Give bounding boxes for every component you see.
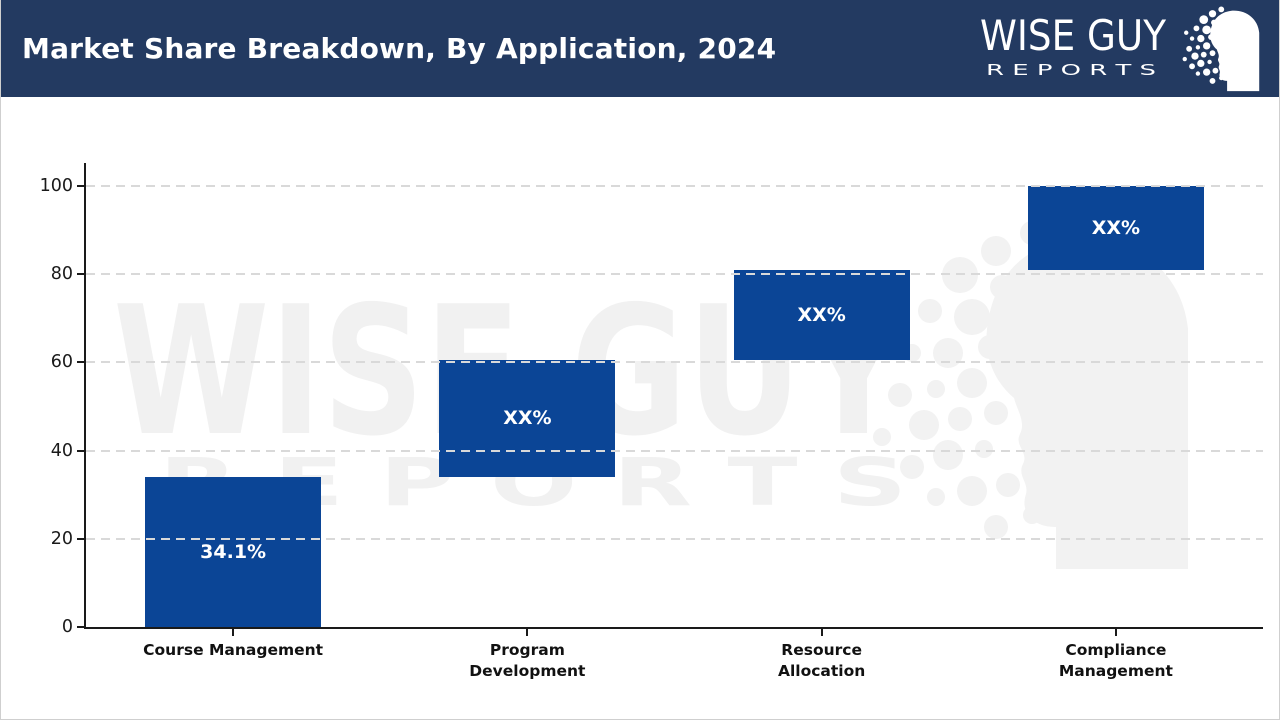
x-tick-course-management <box>232 629 235 636</box>
bar-compliance-management: XX% <box>1027 186 1204 270</box>
x-category-label-line: Compliance <box>1065 641 1167 659</box>
bar-value-resource-allocation: XX% <box>797 303 846 326</box>
y-tick-label-60: 60 <box>50 352 73 373</box>
page-title: Market Share Breakdown, By Application, … <box>22 32 777 65</box>
bar-program-development: XX% <box>439 359 616 477</box>
x-category-label-resource-allocation: Resource Allocation <box>692 640 952 682</box>
logo-head-icon <box>1182 5 1260 91</box>
x-category-label-program-development: Program Development <box>397 640 657 682</box>
x-tick-resource-allocation <box>820 629 823 636</box>
x-tick-program-development <box>526 629 529 636</box>
y-tick-label-80: 80 <box>50 264 73 285</box>
x-category-label-line: Course Management <box>143 641 324 659</box>
gridline-60 <box>86 361 1263 364</box>
y-tick-0 <box>77 626 84 628</box>
y-tick-label-40: 40 <box>50 440 73 461</box>
x-category-label-course-management: Course Management <box>103 640 363 661</box>
bar-value-program-development: XX% <box>503 407 552 430</box>
x-category-label-compliance-management: Compliance Management <box>986 640 1246 682</box>
y-tick-label-0: 0 <box>61 617 73 637</box>
y-tick-20 <box>77 537 84 540</box>
x-axis-line <box>84 627 1263 629</box>
gridline-80 <box>86 273 1263 276</box>
y-tick-60 <box>77 361 84 364</box>
x-category-label-line: Program <box>489 641 565 659</box>
y-tick-label-100: 100 <box>39 176 73 196</box>
x-category-label-line: Development <box>469 662 586 680</box>
header: Market Share Breakdown, By Application, … <box>1 0 1279 97</box>
bar-value-compliance-management: XX% <box>1091 216 1141 239</box>
logo-subtext: R E P O R T S <box>986 61 1156 79</box>
logo-wordmark: WISE GUY <box>980 11 1166 60</box>
bar-resource-allocation: XX% <box>733 269 910 360</box>
x-tick-compliance-management <box>1114 629 1117 636</box>
bar-course-management: 34.1% <box>145 476 322 627</box>
x-category-label-line: Allocation <box>777 662 866 680</box>
y-tick-40 <box>77 449 84 452</box>
x-category-label-line: Resource <box>781 641 862 659</box>
x-category-label-line: Management <box>1058 662 1173 680</box>
wiseguy-logo: WISE GUY R E P O R T S <box>980 5 1260 91</box>
gridline-40 <box>86 449 1263 452</box>
y-tick-100 <box>77 185 84 187</box>
gridline-100 <box>86 185 1263 187</box>
y-tick-80 <box>77 273 84 276</box>
gridline-20 <box>86 537 1263 540</box>
y-axis-line <box>84 163 86 629</box>
y-tick-label-20: 20 <box>50 528 73 549</box>
bar-value-course-management: 34.1% <box>200 540 267 563</box>
